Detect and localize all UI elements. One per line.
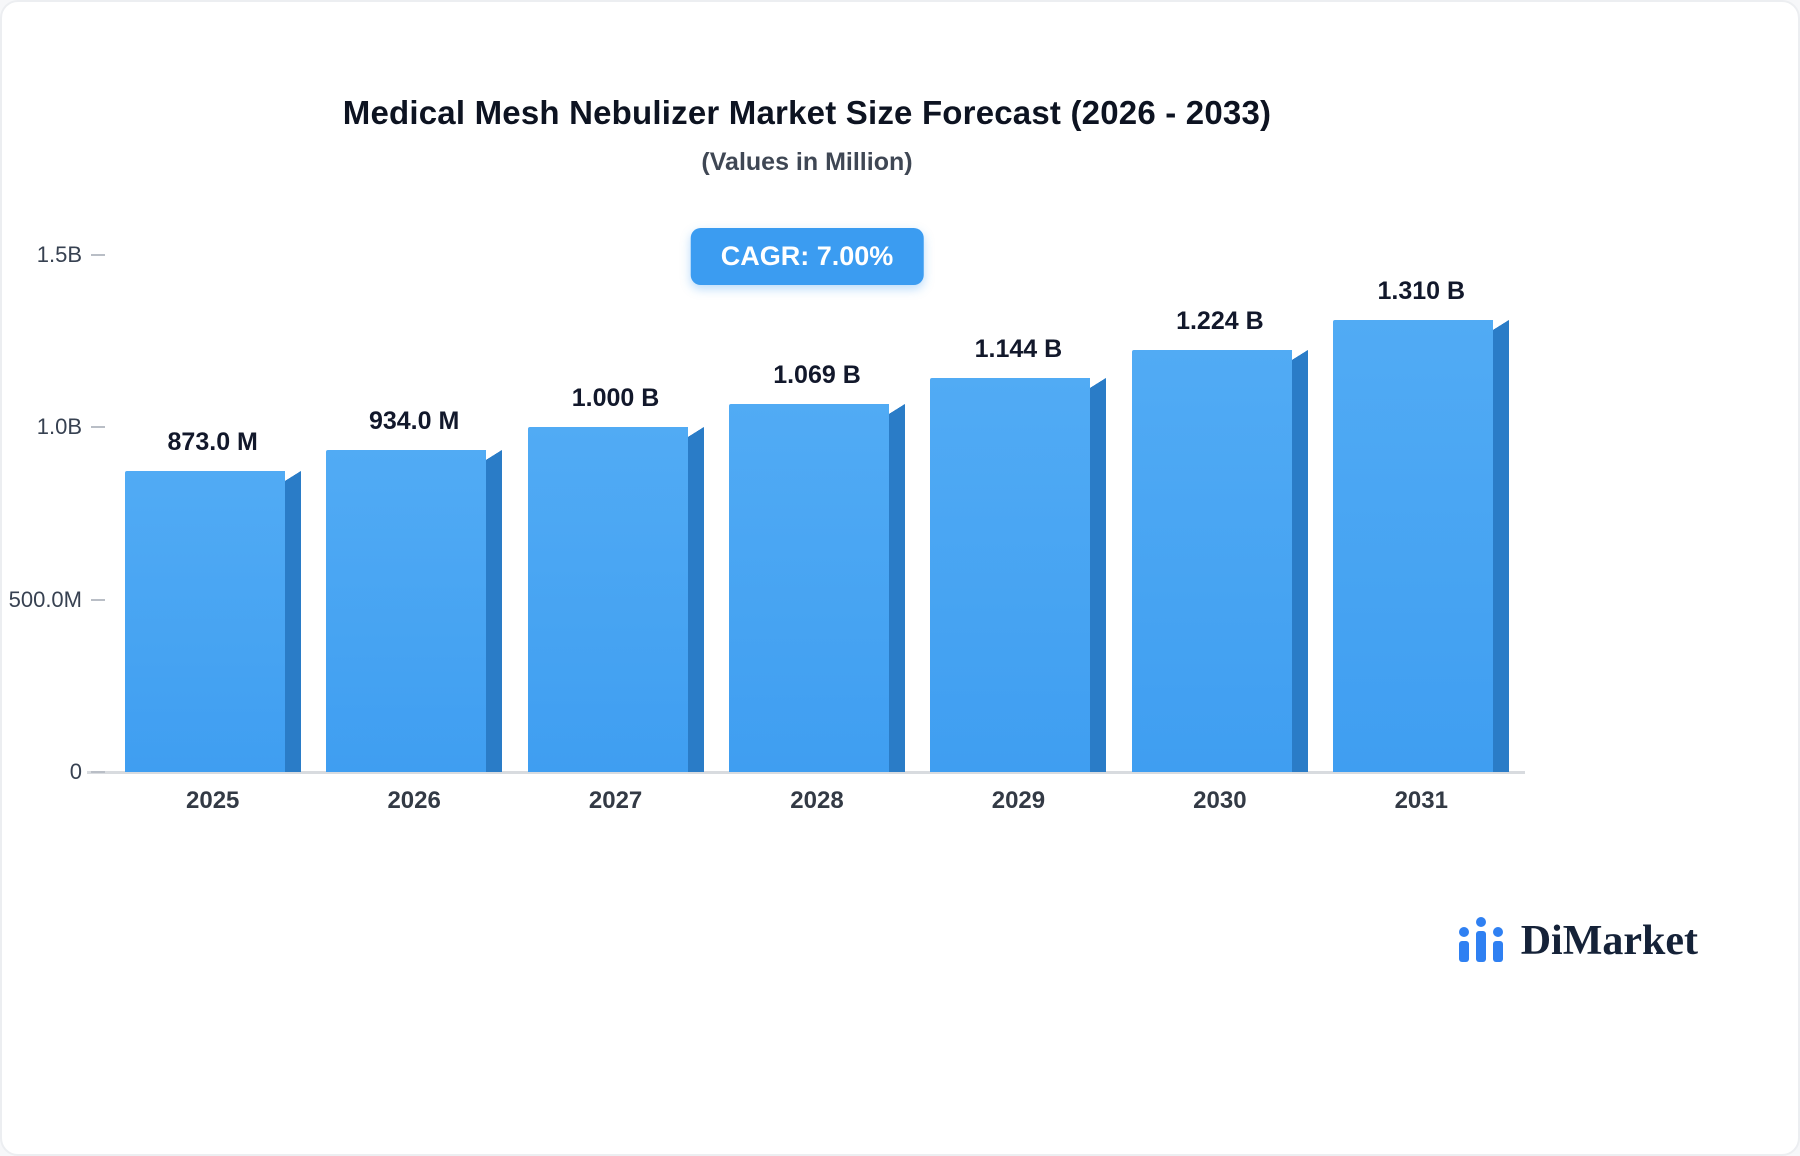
x-tick-label: 2026 <box>387 787 441 814</box>
bar-bevel <box>1291 350 1308 360</box>
bar-front <box>527 427 688 772</box>
y-tick-mark <box>91 254 105 256</box>
bar-side <box>687 437 704 772</box>
y-tick-mark <box>91 771 105 773</box>
y-tick-label: 1.0B <box>36 414 82 440</box>
x-tick-label: 2027 <box>588 787 643 814</box>
bar-value-label: 934.0 M <box>368 407 460 435</box>
bar-2029 <box>930 378 1107 772</box>
bar-bevel <box>1493 320 1510 330</box>
brand-name: DiMarket <box>1520 918 1698 964</box>
bar-bevel <box>687 427 704 437</box>
bar-front <box>728 404 889 772</box>
bar-2030 <box>1131 350 1308 772</box>
bar-2025 <box>124 471 301 772</box>
bar-value-label: 1.224 B <box>1176 307 1264 335</box>
y-tick-mark <box>91 426 105 429</box>
y-tick-label: 1.5B <box>36 242 82 267</box>
bar-bevel <box>888 404 905 414</box>
bar-slot: 1.069 B <box>716 255 917 772</box>
bar-value-label: 1.144 B <box>974 335 1063 363</box>
bar-2027 <box>527 427 704 772</box>
bar-slot: 873.0 M <box>112 255 313 772</box>
chart-subtitle: (Values in Million) <box>701 148 913 176</box>
chart-header: Medical Mesh Nebulizer Market Size Forec… <box>2 94 1612 177</box>
bar-side <box>888 414 905 772</box>
bar-2031 <box>1333 320 1510 772</box>
bar-bevel <box>486 450 503 460</box>
bar-front <box>1131 350 1292 772</box>
brand-logo: DiMarket <box>1457 916 1698 962</box>
bar-value-label: 1.000 B <box>571 384 660 412</box>
bar-slot: 1.000 B <box>515 255 716 772</box>
chart-title: Medical Mesh Nebulizer Market Size Forec… <box>342 94 1272 131</box>
bar-side <box>1291 360 1308 772</box>
bar-2026 <box>326 450 503 772</box>
x-tick-label: 2028 <box>790 787 844 814</box>
bar-front <box>1333 320 1494 772</box>
dimarket-bars-icon <box>1457 916 1509 962</box>
bar-bevel <box>1090 378 1107 388</box>
bar-side <box>486 460 503 772</box>
bar-side <box>284 481 301 772</box>
bar-slot: 1.224 B <box>1119 255 1320 772</box>
bar-value-label: 1.310 B <box>1377 277 1466 305</box>
x-tick-label: 2030 <box>1193 787 1247 814</box>
y-tick-label: 500.0M <box>8 586 82 612</box>
y-tick-label: 0 <box>69 759 82 784</box>
bar-side <box>1493 330 1510 772</box>
bar-bevel <box>284 471 301 481</box>
x-tick-label: 2031 <box>1394 787 1448 814</box>
y-tick-mark <box>91 598 105 601</box>
bar-slot: 1.144 B <box>918 255 1119 772</box>
bar-slot: 1.310 B <box>1321 255 1522 772</box>
cagr-badge: CAGR: 7.00% <box>690 228 924 285</box>
bar-front <box>930 378 1091 772</box>
x-tick-label: 2025 <box>186 787 240 814</box>
plot-area: 873.0 M 934.0 M 1.000 B 1.069 B 1.144 B 1.224… <box>112 255 1522 772</box>
bar-side <box>1090 388 1107 772</box>
bar-value-label: 873.0 M <box>167 428 258 456</box>
x-axis-line <box>87 771 1525 774</box>
bar-slot: 934.0 M <box>313 255 514 772</box>
bar-2028 <box>728 404 905 772</box>
bar-value-label: 1.069 B <box>773 361 861 389</box>
bar-front <box>326 450 487 772</box>
x-tick-label: 2029 <box>991 787 1046 814</box>
bar-front <box>124 471 285 772</box>
